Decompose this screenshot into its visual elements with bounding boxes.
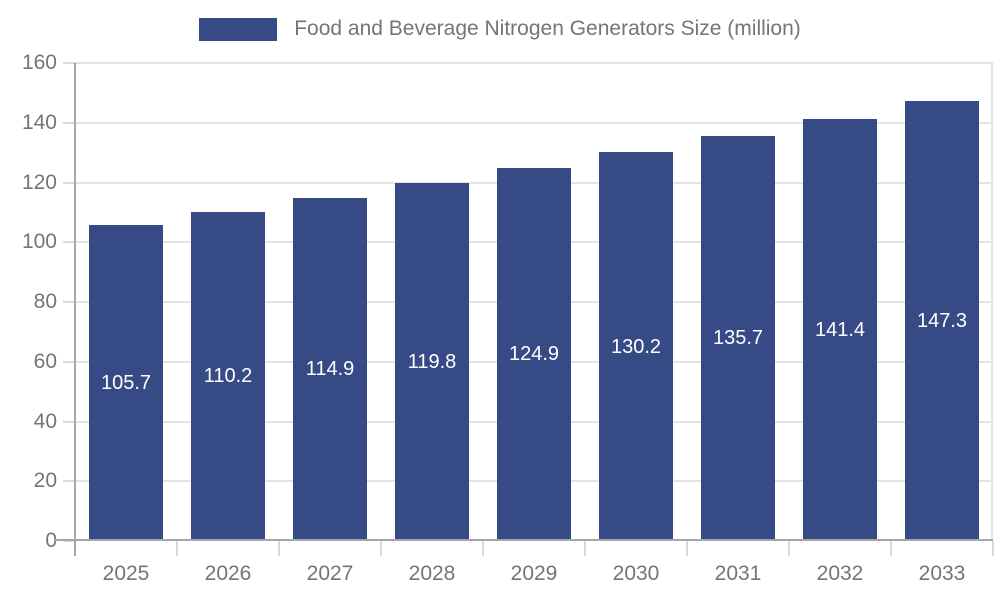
y-tick-label: 20	[33, 469, 57, 493]
y-tick-mark	[63, 301, 75, 303]
y-tick-label: 80	[33, 290, 57, 313]
y-tick-mark	[63, 480, 75, 483]
y-tick-mark	[63, 181, 75, 184]
bar-value-label: 130.2	[610, 335, 662, 358]
y-tick-mark	[63, 241, 75, 244]
x-axis-line	[55, 539, 993, 541]
bar	[293, 197, 367, 541]
bar-value-label: 114.9	[305, 358, 355, 381]
y-tick-label: 160	[21, 51, 57, 74]
legend-label: Food and Beverage Nitrogen Generators Si…	[294, 17, 801, 40]
y-tick-label: 140	[21, 110, 57, 134]
x-tick-mark	[482, 541, 484, 556]
bar	[803, 118, 877, 541]
x-tick-mark	[176, 541, 178, 556]
bar-value-label: 110.2	[203, 365, 253, 388]
y-tick-mark	[63, 360, 75, 363]
plot-right-border	[991, 63, 993, 541]
bar	[905, 100, 979, 541]
bar-value-label: 105.7	[100, 372, 152, 395]
y-tick-mark	[63, 420, 75, 423]
x-tick-label: 2027	[306, 562, 354, 585]
x-tick-mark	[992, 541, 994, 556]
gridline	[75, 121, 993, 124]
bar	[191, 211, 265, 541]
x-tick-label: 2029	[510, 562, 558, 585]
bar-value-label: 135.7	[712, 327, 764, 350]
y-tick-mark	[63, 62, 75, 64]
y-axis-line	[74, 63, 76, 556]
bar	[701, 135, 775, 541]
x-tick-label: 2026	[204, 562, 252, 585]
plot-area: 0 20 40 60 80 100 120 140 160 105.7 2025 110.2 2026 1…	[22, 51, 994, 585]
bar	[89, 225, 163, 541]
x-tick-mark	[788, 541, 790, 556]
y-tick-mark	[63, 121, 75, 124]
x-tick-mark	[890, 541, 892, 556]
x-tick-mark	[686, 541, 688, 556]
y-tick-mark	[63, 540, 75, 542]
bar	[599, 152, 673, 541]
legend-swatch	[199, 17, 278, 41]
x-tick-mark	[380, 541, 382, 556]
x-tick-label: 2032	[816, 562, 864, 585]
x-tick-label: 2028	[408, 562, 456, 585]
bar	[497, 167, 571, 541]
x-tick-label: 2031	[714, 562, 762, 585]
y-tick-label: 40	[33, 409, 57, 433]
x-tick-label: 2025	[102, 562, 150, 585]
y-tick-label: 120	[21, 170, 57, 194]
x-tick-label: 2030	[612, 562, 660, 585]
gridline	[75, 62, 993, 64]
bar-value-label: 147.3	[916, 309, 968, 332]
bar-value-label: 141.4	[814, 318, 866, 341]
bar-value-label: 124.9	[508, 343, 560, 366]
x-tick-mark	[278, 541, 280, 556]
bar	[395, 183, 469, 541]
x-tick-mark	[584, 541, 586, 556]
bar-value-label: 119.8	[407, 351, 457, 374]
y-tick-label: 0	[45, 529, 57, 552]
y-tick-label: 100	[21, 230, 57, 254]
legend: Food and Beverage Nitrogen Generators Si…	[0, 17, 1000, 41]
y-tick-label: 60	[33, 349, 57, 373]
x-tick-label: 2033	[918, 562, 966, 585]
